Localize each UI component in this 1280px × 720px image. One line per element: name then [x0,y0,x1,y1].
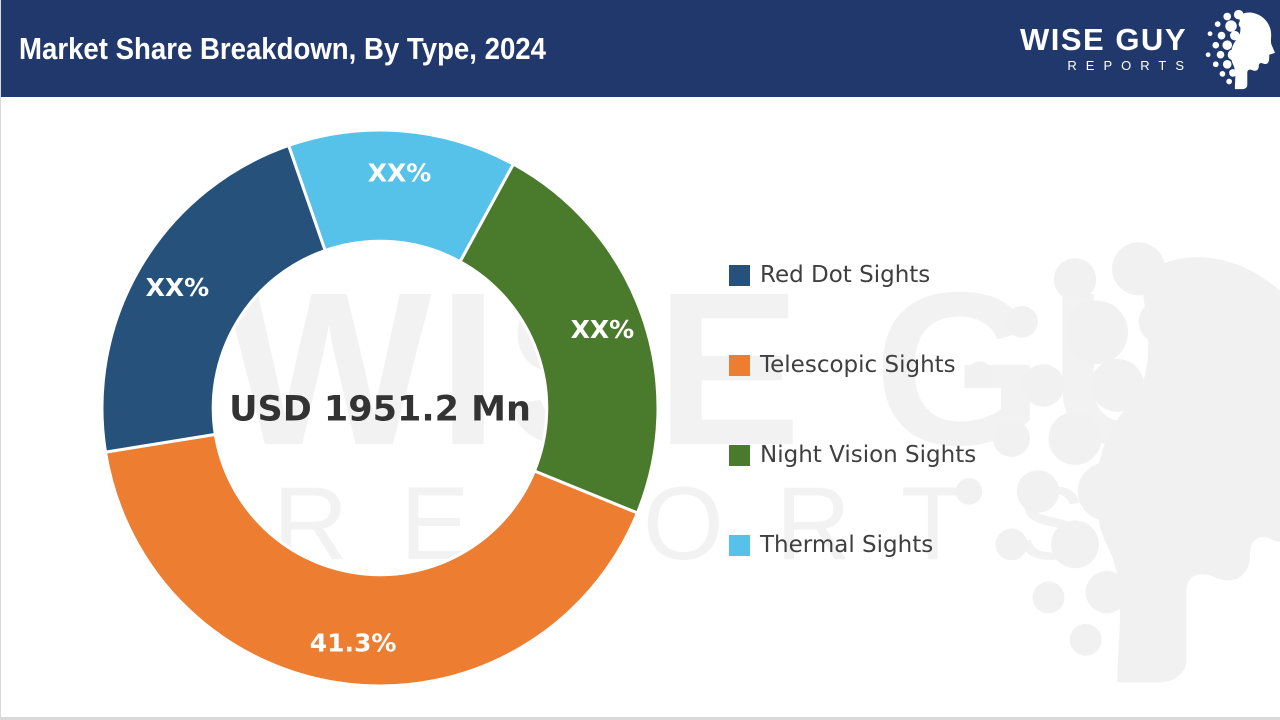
header-bar: Market Share Breakdown, By Type, 2024 WI… [1,0,1280,97]
legend-swatch-icon [729,354,750,376]
page-title: Market Share Breakdown, By Type, 2024 [19,30,546,66]
legend-item-night-vision-sights[interactable]: Night Vision Sights [729,441,976,469]
legend-item-thermal-sights[interactable]: Thermal Sights [729,531,976,559]
logo-wordmark: WISE GUY [1019,22,1187,57]
legend-label: Night Vision Sights [760,442,977,468]
donut-center-value: USD 1951.2 Mn [229,389,531,429]
slice-label-telescopic-sights: 41.3% [310,628,397,657]
legend-item-red-dot-sights[interactable]: Red Dot Sights [729,261,976,289]
chart-area: WISE GUY REPORTS XX% XX% 41.3% XX% USD 1951.… [1,97,1280,717]
logo-text: WISE GUY REPORTS [1019,22,1187,73]
slice-label-thermal-sights: XX% [368,159,432,188]
legend-item-telescopic-sights[interactable]: Telescopic Sights [729,351,976,379]
legend-swatch-icon [729,264,750,286]
donut-slice-night-vision-sights[interactable] [458,162,660,515]
legend-label: Telescopic Sights [760,352,956,378]
wiseguy-logo: WISE GUY REPORTS [1020,6,1275,92]
logo-subtitle: REPORTS [1067,58,1193,73]
legend-label: Red Dot Sights [760,262,931,288]
legend-swatch-icon [729,444,750,466]
logo-face-icon [1205,9,1275,90]
slice-label-night-vision-sights: XX% [571,315,635,344]
donut-slice-telescopic-sights[interactable] [104,432,639,688]
legend-swatch-icon [729,534,750,556]
legend: Red Dot Sights Telescopic Sights Night Vis… [729,261,976,621]
legend-label: Thermal Sights [760,532,934,558]
slice-label-red-dot-sights: XX% [146,273,210,302]
donut-chart: XX% XX% 41.3% XX% USD 1951.2 Mn [100,128,660,688]
donut-slice-red-dot-sights[interactable] [100,144,327,454]
